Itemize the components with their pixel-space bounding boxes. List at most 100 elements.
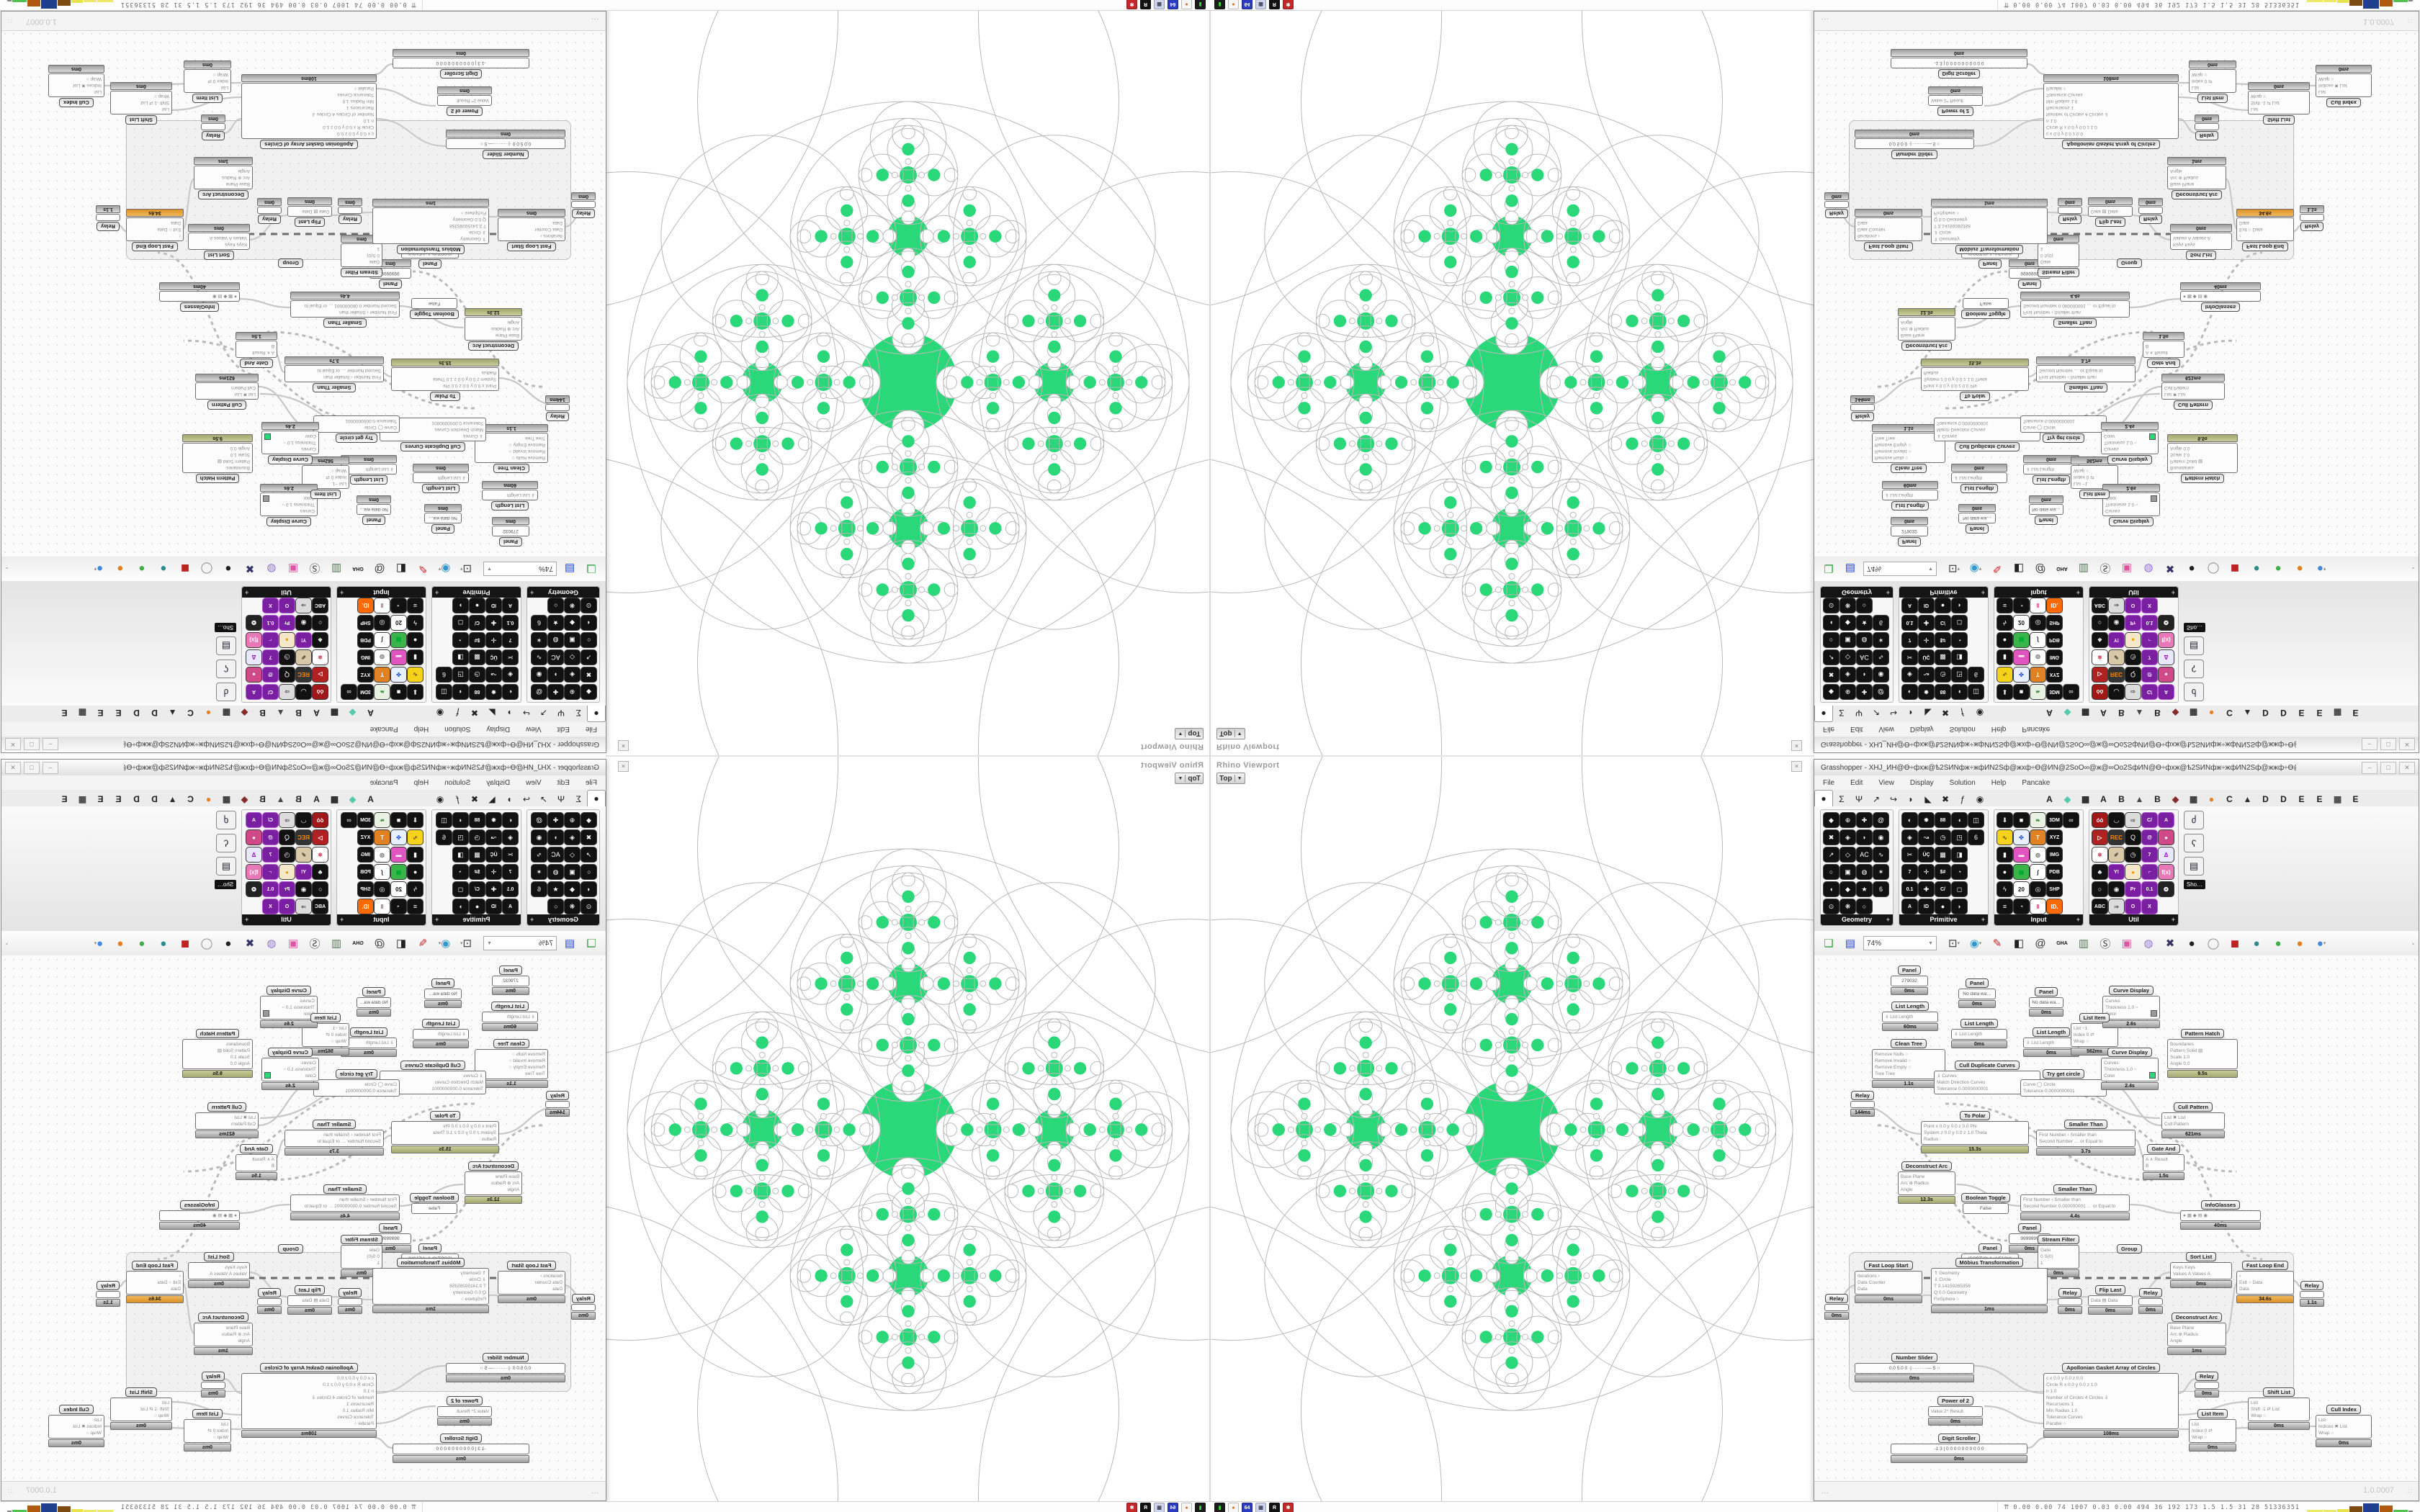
gh-node-relay[interactable]: Relay 0ms	[2138, 198, 2163, 224]
gh-node-relay[interactable]: Relay 144ms	[545, 395, 570, 421]
palette-title[interactable]: Geometry +	[527, 587, 599, 598]
gh-node-number-slider[interactable]: Number Slider 0.0 5.0 0 ·|··········― 5 ○…	[446, 1353, 565, 1382]
component-icon[interactable]: ⌐	[2141, 864, 2158, 880]
palette-title[interactable]: Primitive +	[1899, 914, 1988, 925]
tab-plugin-15[interactable]: E	[2316, 794, 2323, 804]
menu-help[interactable]: Help	[413, 778, 429, 787]
chevron-down-icon[interactable]: ▾	[2323, 941, 2326, 946]
resize-grip-icon[interactable]: ∷	[2408, 1488, 2413, 1495]
tab-plugin-17[interactable]: E	[61, 794, 68, 804]
preview-eye-icon[interactable]: ◉ ▾	[1969, 937, 1982, 950]
search-s-icon[interactable]: Ⓢ	[309, 562, 321, 575]
component-icon[interactable]: ◈	[1901, 829, 1918, 845]
tab-mesh[interactable]: ◣	[488, 794, 496, 804]
node-body[interactable]: Boundaries Pattern Solid ▨ Scale 1.0 Angle …	[182, 1039, 253, 1069]
node-body[interactable]: Curves Thickness 1.0 ~ Color	[2101, 1058, 2159, 1081]
gh-node-infoglasses[interactable]: InfoGlasses ● ▦ ◆ ▤ ◉ 40ms	[2180, 1200, 2261, 1230]
tab-plugin-3[interactable]: A	[2100, 794, 2107, 804]
tab-surface[interactable]: ◗	[506, 794, 512, 804]
component-icon[interactable]: ◉	[1873, 829, 1889, 845]
node-body[interactable]: List Index 0 ⇄ Wrap ○	[184, 1419, 231, 1443]
component-icon[interactable]: ▮	[1996, 847, 2013, 863]
component-icon[interactable]: ID.	[357, 899, 374, 914]
component-icon[interactable]: 6	[1968, 829, 1984, 845]
component-icon[interactable]: ◉	[531, 667, 547, 683]
component-icon[interactable]: ●	[1996, 864, 2013, 880]
gh-node-list-length[interactable]: List Length ⇓ List Length 0ms	[413, 1019, 469, 1048]
gh-node-cull-index[interactable]: Cull Index List Indices ✖ List Wrap ○ 0ms	[48, 1405, 104, 1447]
gh-node-deconstruct-arc[interactable]: Deconstruct Arc Base Plane Arc ⊕ Radius Ang…	[194, 157, 253, 199]
component-icon[interactable]: ◻	[1951, 615, 1968, 631]
tab-plugin-0[interactable]: A	[367, 708, 374, 718]
component-icon[interactable]: 88	[1935, 812, 1951, 828]
node-body[interactable]: Boundaries Pattern Solid ▨ Scale 1.0 Angle …	[182, 443, 253, 473]
tab-plugin-5[interactable]: ▲	[2135, 708, 2144, 718]
component-icon[interactable]: ●	[469, 899, 485, 914]
node-body[interactable]: Data ▤ Data	[2088, 1295, 2133, 1306]
taskbar-app-rhino-icon[interactable]: R	[1269, 1503, 1280, 1512]
node-body[interactable]: -1 3 | 0 0 0 0 0 0 0 0 0 0	[1891, 58, 2027, 68]
component-icon[interactable]: ⊙	[1823, 899, 1839, 914]
component-icon[interactable]: ◗	[1856, 829, 1873, 845]
ring-icon[interactable]: ◯	[200, 937, 213, 950]
component-icon[interactable]: ID	[1918, 598, 1935, 613]
ball-teal-icon[interactable]: ●	[2253, 937, 2260, 950]
tab-plugin-8[interactable]: ▦	[2189, 794, 2198, 804]
tab-mesh[interactable]: ◣	[1924, 708, 1932, 718]
component-icon[interactable]: ∞	[2063, 812, 2079, 828]
gh-node-smaller-than[interactable]: Smaller Than First Number ‹ Smaller than S…	[2020, 292, 2130, 328]
component-icon[interactable]: PDB	[2046, 864, 2063, 880]
gh-node-list-length[interactable]: List Length ⇓ List Length 60ms	[1882, 1002, 1938, 1031]
gh-node-relay[interactable]: Relay 0ms	[2195, 1372, 2219, 1398]
component-icon[interactable]: ∫	[2030, 632, 2046, 648]
component-icon[interactable]: ◈	[564, 667, 581, 683]
component-icon[interactable]: $#	[1935, 632, 1951, 648]
component-icon[interactable]: ◗	[452, 899, 469, 914]
node-body[interactable]: Point x 0.0 y 0.0 z 0.0 Phi System z 0.0 …	[391, 367, 499, 391]
component-icon[interactable]: ❧	[2030, 812, 2046, 828]
component-icon[interactable]: A	[502, 899, 519, 914]
tab-display[interactable]: ◉	[1976, 708, 1984, 718]
component-icon[interactable]: O	[279, 598, 295, 613]
node-body[interactable]: Base Plane Arc ⊕ Radius Angle	[194, 1323, 253, 1346]
gh-node-list-item[interactable]: List Item List Index 0 ⇄ Wrap ○ 0ms	[184, 1409, 231, 1452]
node-body[interactable]: Base Plane Arc ⊕ Radius Angle	[1898, 1171, 1955, 1195]
node-body[interactable]: No data wa…	[424, 513, 462, 523]
node-body[interactable]: Gate 0 S(0) 1	[341, 243, 382, 267]
component-icon[interactable]: ▩	[1935, 649, 1951, 665]
open-file-icon[interactable]: ❏	[586, 937, 596, 950]
grasshopper-titlebar[interactable]: Grasshopper - XHJ_ИН@Ө÷фхж@ѣ2SИNфж÷жфИN2…	[1, 760, 606, 776]
component-icon[interactable]: ▮	[1996, 649, 2013, 665]
node-body[interactable]	[338, 207, 362, 214]
component-icon[interactable]: ⇨	[2125, 812, 2141, 828]
component-icon[interactable]: ‖	[2030, 598, 2046, 613]
gh-node-relay[interactable]: Relay 0ms	[257, 198, 282, 224]
menu-edit[interactable]: Edit	[557, 725, 570, 734]
component-icon[interactable]: ○	[312, 615, 328, 631]
color-swatch[interactable]	[264, 1072, 271, 1079]
component-icon[interactable]: ≡	[407, 598, 424, 613]
export-doc-icon[interactable]: ▥	[2078, 937, 2089, 950]
blob-dark-icon[interactable]: ●	[2188, 937, 2195, 950]
palette-expand-icon[interactable]: +	[245, 589, 249, 596]
component-icon[interactable]: 0.1	[262, 881, 279, 897]
zoom-extents-icon[interactable]: ⊡ ▾	[460, 937, 472, 950]
component-icon[interactable]: 6	[436, 829, 452, 845]
gh-node-number-slider[interactable]: Number Slider 0.0 5.0 0 ·|··········― 5 ○…	[1855, 1353, 1974, 1382]
gh-node-relay[interactable]: Relay 1.1s	[2300, 1281, 2324, 1307]
node-body[interactable]: Value 2^ Result	[437, 1406, 492, 1417]
tab-display[interactable]: ◉	[436, 708, 444, 718]
component-icon[interactable]: Pr	[2125, 881, 2141, 897]
tab-plugin-11[interactable]: ▲	[2243, 794, 2252, 804]
ball-blue-icon[interactable]: ● ▾	[94, 562, 104, 575]
component-icon[interactable]: ✜	[2013, 667, 2030, 683]
node-body[interactable]: First Number ‹ Smaller than Second Number…	[2036, 365, 2136, 382]
taskbar-app-rhino-icon[interactable]: R	[1140, 1503, 1151, 1512]
component-icon[interactable]: ◻	[452, 615, 469, 631]
component-icon[interactable]: ◐	[502, 684, 519, 700]
node-body[interactable]: Point x 0.0 y 0.0 z 0.0 Phi System z 0.0 …	[391, 1121, 499, 1145]
component-icon[interactable]: ◗	[452, 598, 469, 613]
component-icon[interactable]: ▷	[2092, 829, 2108, 845]
component-icon[interactable]: ●	[1996, 632, 2013, 648]
gh-node-panel[interactable]: Panel 279032 0ms	[1891, 966, 1928, 995]
